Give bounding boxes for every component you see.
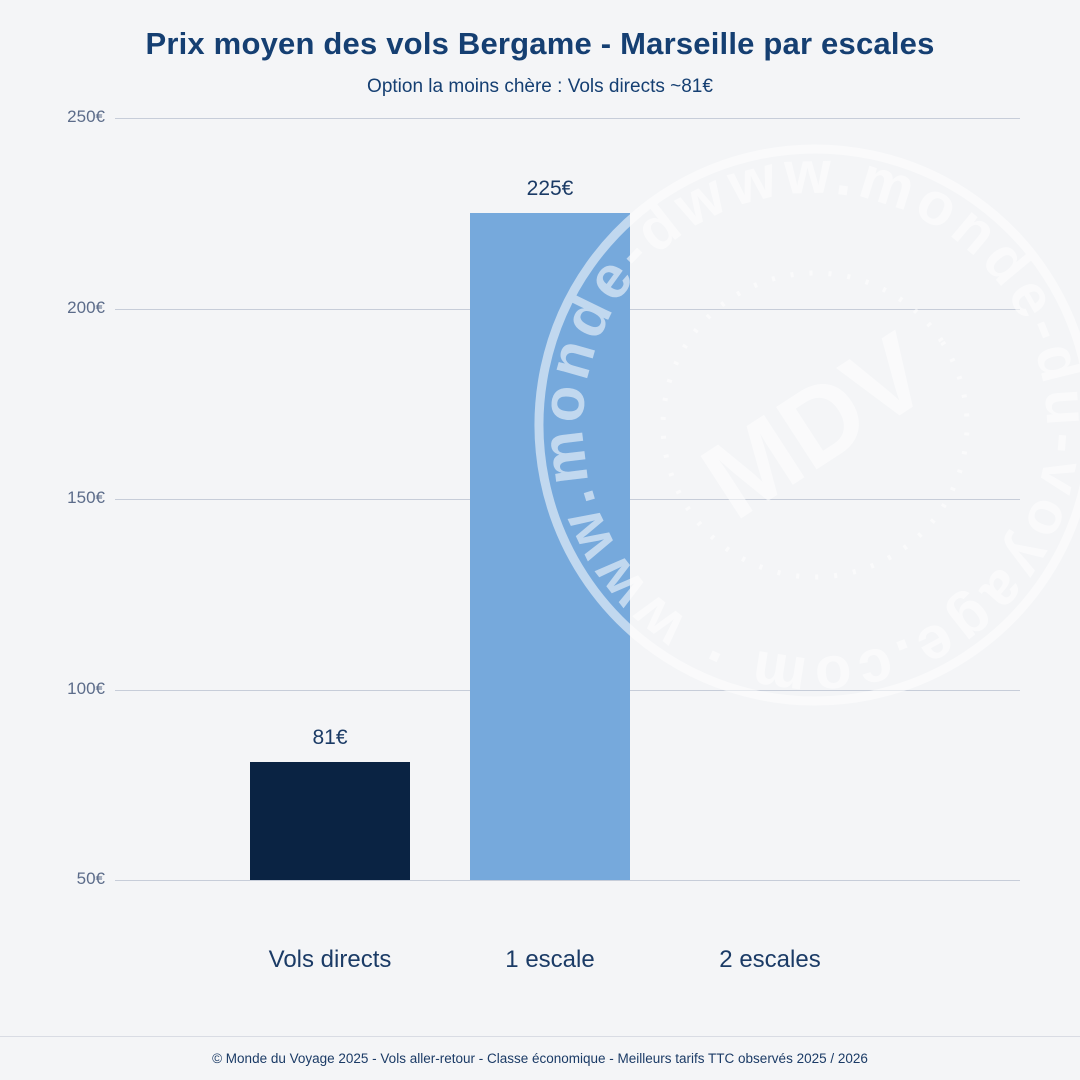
- footer-text: © Monde du Voyage 2025 - Vols aller-reto…: [212, 1051, 868, 1066]
- gridline: [115, 118, 1020, 119]
- bar-vols-directs: [250, 761, 410, 880]
- bar-value-label: 225€: [526, 177, 574, 201]
- category-label-1-escale: 1 escale: [505, 946, 595, 973]
- y-axis-tick-label: 200€: [67, 297, 105, 317]
- category-label-vols-directs: Vols directs: [268, 946, 392, 973]
- y-axis-tick-label: 50€: [76, 869, 105, 888]
- footer: © Monde du Voyage 2025 - Vols aller-reto…: [0, 1036, 1080, 1080]
- bar-1-escale: [470, 213, 630, 880]
- chart-title: Prix moyen des vols Bergame - Marseille …: [145, 26, 935, 61]
- y-axis-tick-label: 250€: [67, 107, 105, 126]
- category-label-2-escales: 2 escales: [719, 946, 821, 973]
- y-axis-tick-label: 150€: [67, 488, 105, 507]
- bar-value-label: 81€: [312, 725, 348, 749]
- y-axis-tick-label: 100€: [67, 678, 105, 698]
- plot-area: 250€ 200€ 150€ 100€ 50€ 81€ Vols directs 225€ 1 …: [67, 107, 1020, 973]
- chart-subtitle: Option la moins chère : Vols directs ~81…: [367, 76, 713, 97]
- gridline: [115, 880, 1020, 881]
